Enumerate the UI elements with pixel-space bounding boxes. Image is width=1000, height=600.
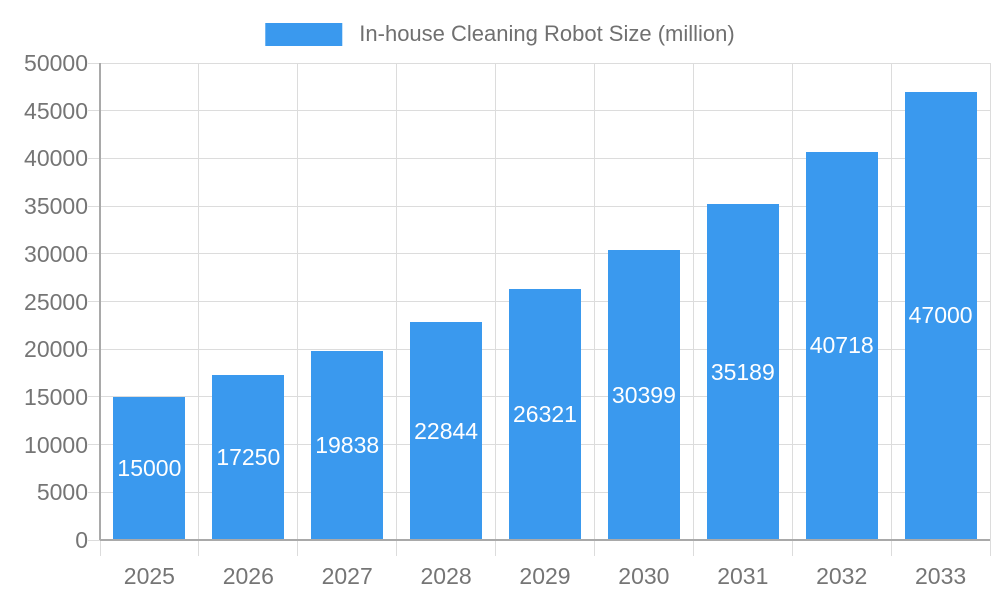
x-gridline [297, 63, 299, 540]
x-axis-tick [593, 540, 595, 556]
x-axis-tick [890, 540, 892, 556]
y-gridline [88, 110, 990, 112]
y-axis-tick-label: 0 [75, 527, 88, 553]
x-axis-tick [495, 540, 497, 556]
x-gridline [692, 63, 694, 540]
bar-2025[interactable]: 15000 [113, 396, 186, 540]
y-axis-tick-label: 45000 [24, 97, 88, 124]
x-axis-tick [198, 540, 200, 556]
x-axis-tick [99, 540, 101, 556]
bar-value-label: 22844 [414, 417, 479, 444]
legend-label: In-house Cleaning Robot Size (million) [359, 21, 735, 46]
x-axis-tick-label: 2029 [519, 563, 571, 589]
y-axis-tick-label: 50000 [24, 50, 88, 76]
bar-value-label: 30399 [611, 381, 676, 408]
x-gridline [989, 63, 991, 540]
x-axis-tick [989, 540, 991, 556]
y-axis-tick-label: 25000 [24, 288, 88, 315]
bar-value-label: 26321 [513, 400, 577, 427]
x-axis-tick-label: 2026 [222, 563, 274, 589]
bar-2026[interactable]: 17250 [212, 375, 285, 540]
bar-2029[interactable]: 26321 [509, 288, 581, 540]
x-axis-tick [791, 540, 793, 556]
x-axis-tick-label: 2027 [321, 563, 373, 589]
x-axis-tick [692, 540, 694, 556]
x-gridline [198, 63, 200, 540]
x-gridline [495, 63, 497, 540]
y-gridline [88, 62, 990, 64]
y-axis-line [99, 63, 101, 540]
x-axis-tick-label: 2025 [123, 563, 175, 589]
x-axis-line [100, 539, 990, 541]
bar-value-label: 19838 [315, 431, 380, 458]
x-axis-tick-label: 2032 [816, 563, 868, 589]
y-gridline [88, 157, 990, 159]
y-axis-tick-label: 30000 [24, 240, 88, 267]
bar-value-label: 35189 [710, 358, 775, 385]
y-gridline [88, 253, 990, 255]
x-gridline [396, 63, 398, 540]
x-axis-tick-label: 2030 [618, 563, 670, 589]
y-axis-tick-label: 35000 [24, 193, 88, 220]
y-axis-tick-label: 10000 [24, 431, 88, 458]
bar-value-label: 17250 [216, 444, 281, 471]
bar-2033[interactable]: 47000 [904, 91, 977, 540]
x-axis-tick-label: 2028 [420, 563, 472, 589]
bar-2032[interactable]: 40718 [805, 151, 878, 540]
bar-value-label: 40718 [809, 332, 874, 359]
y-axis-tick-label: 40000 [24, 145, 88, 172]
bar-value-label: 47000 [908, 302, 973, 329]
y-axis-tick-label: 5000 [36, 479, 88, 506]
bar-2028[interactable]: 22844 [410, 322, 483, 540]
x-axis-tick [396, 540, 398, 556]
x-axis-tick-label: 2033 [915, 563, 967, 589]
x-axis-tick [297, 540, 299, 556]
bar-2030[interactable]: 30399 [607, 250, 680, 540]
x-gridline [791, 63, 793, 540]
x-gridline [890, 63, 892, 540]
bar-value-label: 15000 [117, 454, 182, 481]
y-axis-tick-label: 20000 [24, 336, 88, 363]
y-axis-tick-label: 15000 [24, 383, 88, 410]
y-gridline [88, 205, 990, 207]
bar-2031[interactable]: 35189 [706, 204, 779, 540]
x-gridline [593, 63, 595, 540]
legend[interactable]: In-house Cleaning Robot Size (million) [265, 21, 735, 47]
x-axis-tick-label: 2031 [717, 563, 769, 589]
legend-swatch [265, 22, 343, 46]
bar-2027[interactable]: 19838 [311, 350, 384, 540]
